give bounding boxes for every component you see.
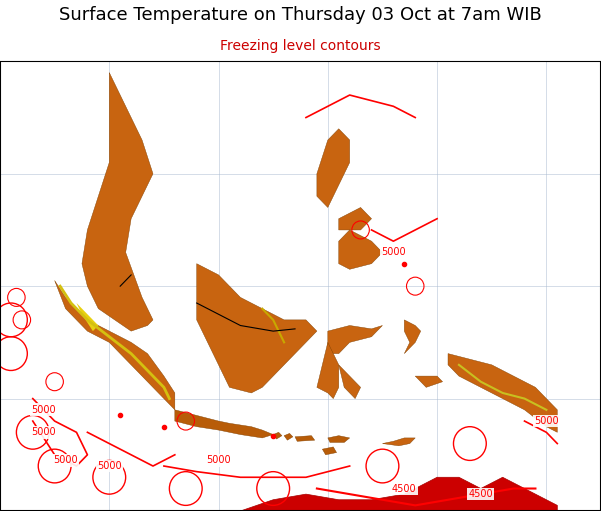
Polygon shape (175, 410, 273, 438)
Text: 4500: 4500 (469, 489, 493, 499)
Polygon shape (339, 207, 371, 230)
Polygon shape (415, 376, 442, 387)
Polygon shape (328, 326, 382, 354)
Text: 5000: 5000 (534, 416, 559, 426)
Polygon shape (76, 303, 99, 331)
Text: 5000: 5000 (31, 427, 56, 437)
Polygon shape (284, 433, 293, 440)
Text: 5000: 5000 (31, 405, 56, 415)
Polygon shape (317, 342, 339, 399)
Polygon shape (339, 230, 382, 269)
Polygon shape (55, 281, 175, 410)
Text: 5000: 5000 (206, 455, 231, 466)
Text: 4500: 4500 (392, 483, 416, 494)
Polygon shape (317, 129, 350, 207)
Polygon shape (448, 354, 557, 432)
Polygon shape (328, 436, 350, 443)
Polygon shape (295, 436, 315, 442)
Polygon shape (240, 477, 557, 511)
Polygon shape (382, 438, 415, 446)
Polygon shape (404, 320, 421, 354)
Polygon shape (273, 432, 282, 439)
Polygon shape (322, 447, 337, 455)
Text: 5000: 5000 (381, 247, 406, 258)
Text: 5000: 5000 (53, 455, 78, 466)
Polygon shape (197, 264, 317, 393)
Polygon shape (82, 73, 153, 331)
Polygon shape (339, 365, 361, 399)
Text: Surface Temperature on Thursday 03 Oct at 7am WIB: Surface Temperature on Thursday 03 Oct a… (59, 6, 542, 25)
Text: 5000: 5000 (97, 461, 121, 471)
Text: Freezing level contours: Freezing level contours (220, 39, 381, 53)
